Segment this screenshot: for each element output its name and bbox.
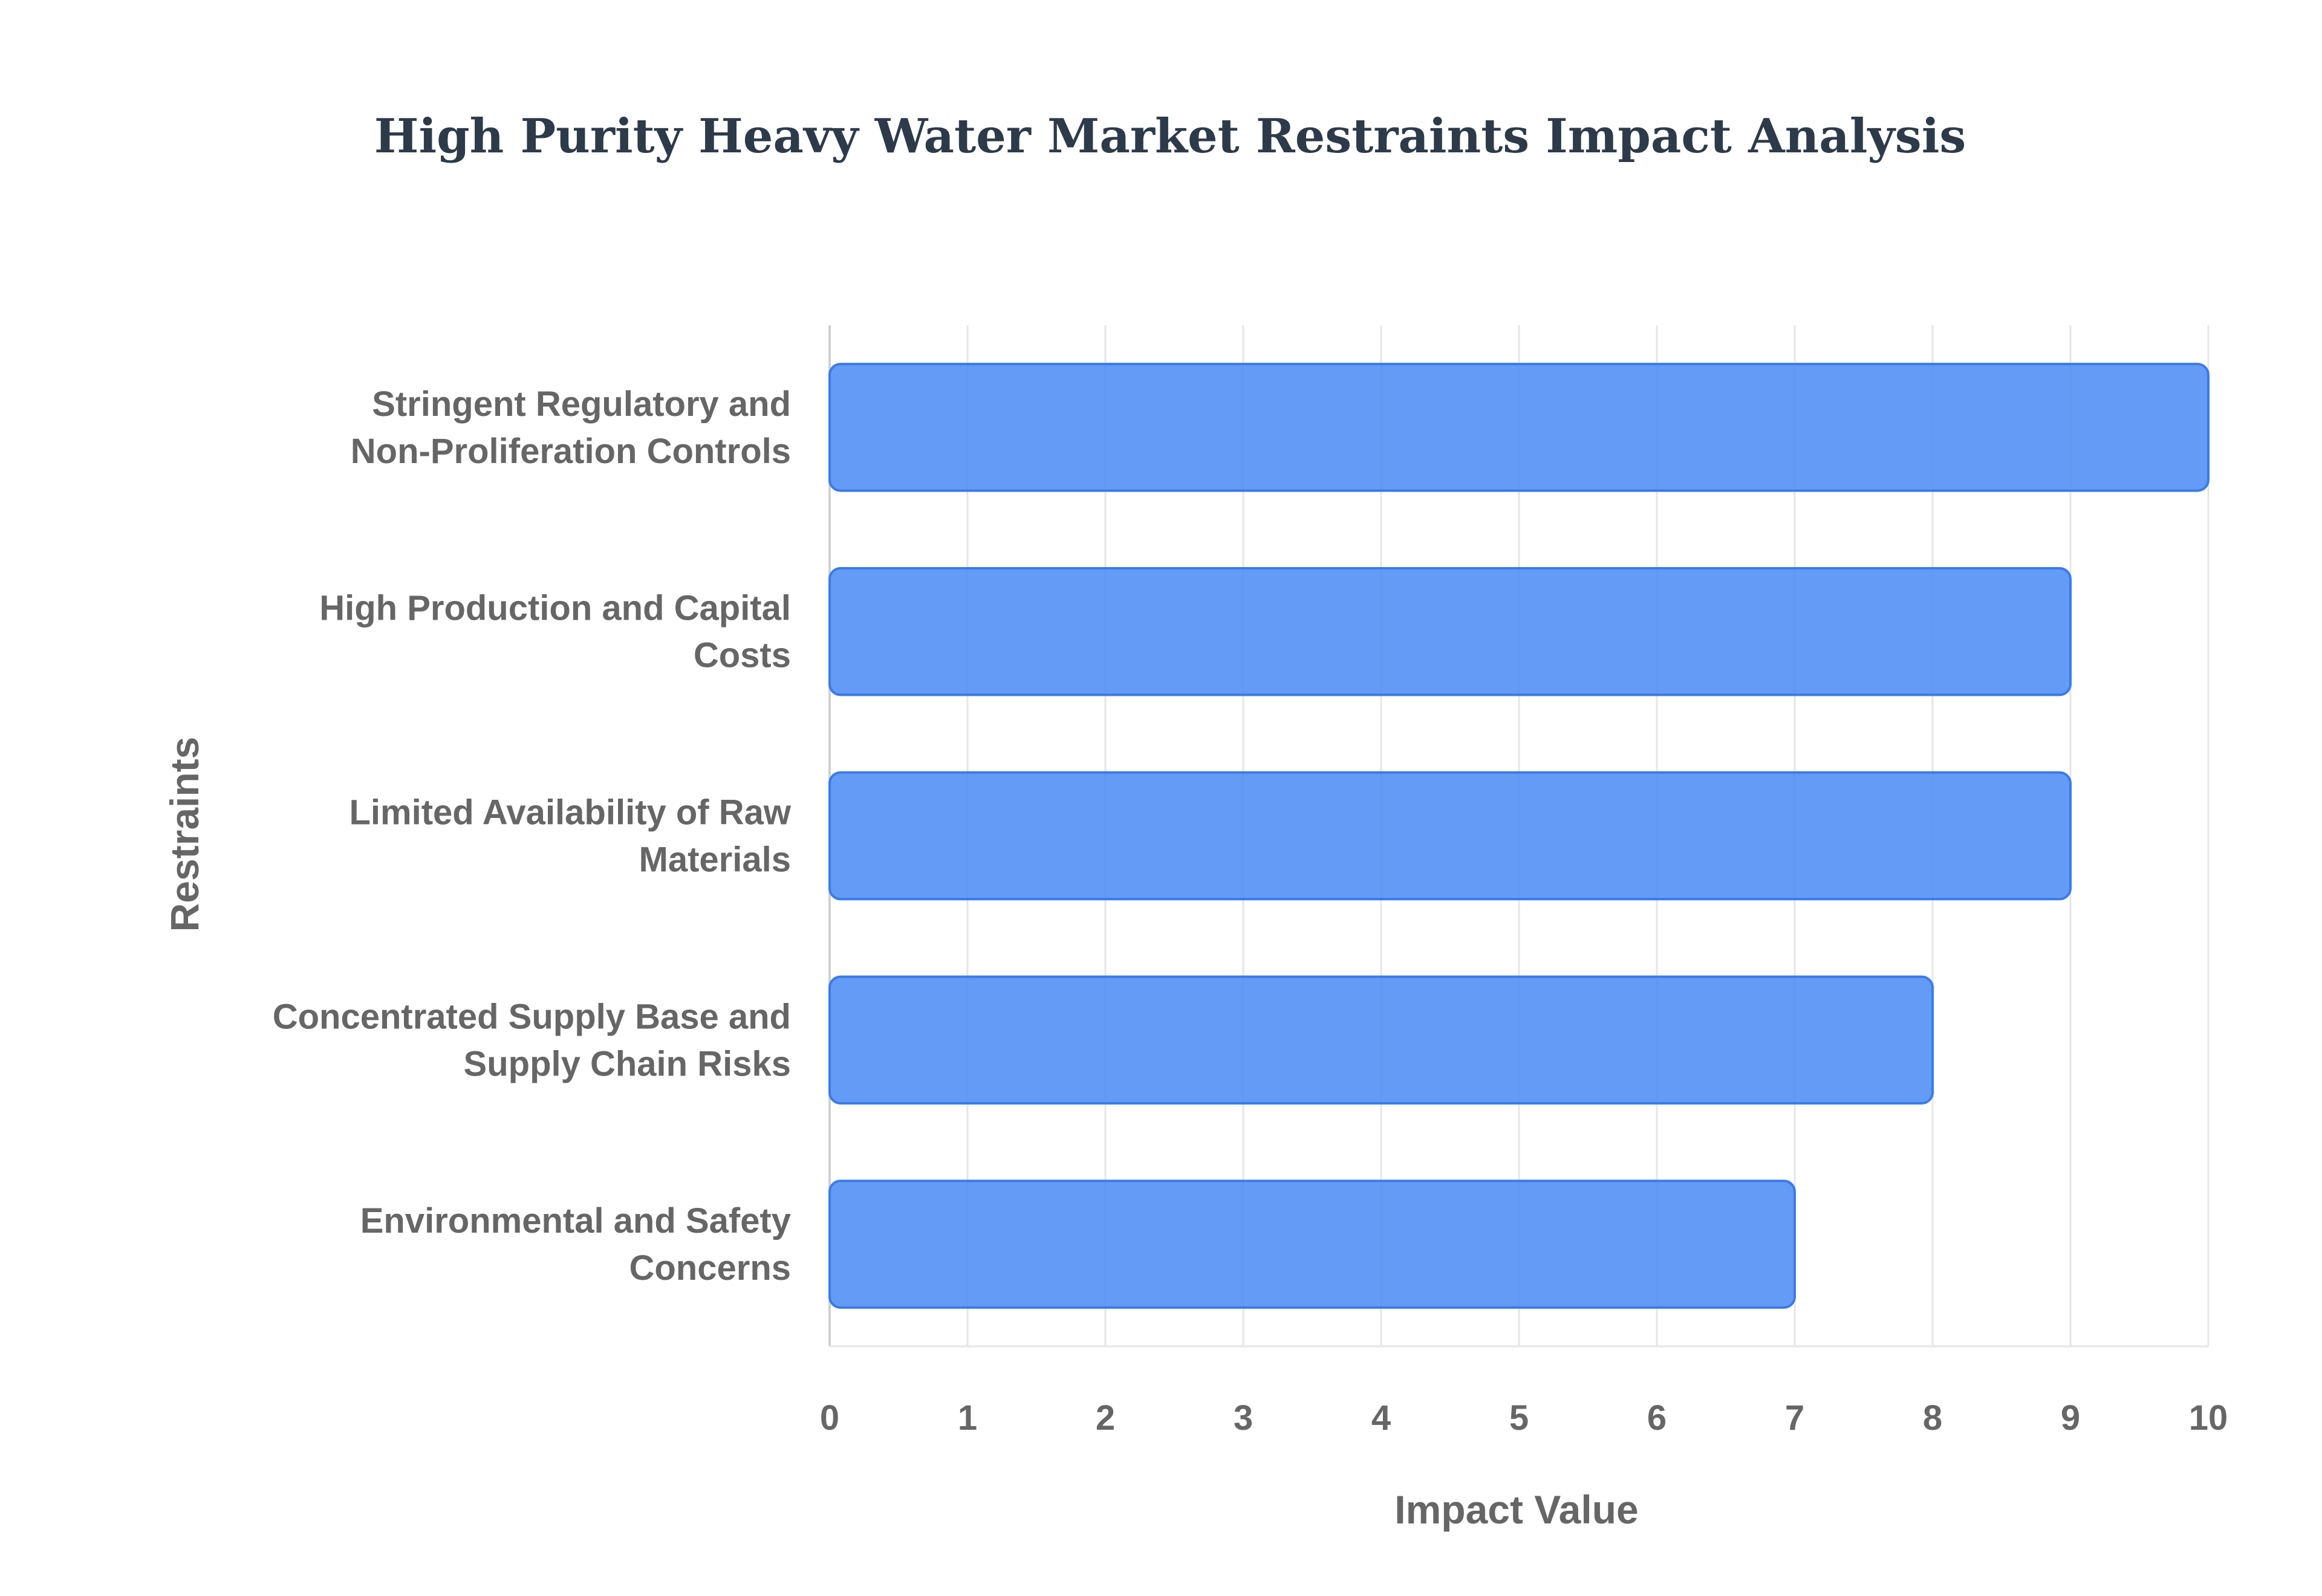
category-label-line: Costs [694, 636, 791, 675]
bar-4[interactable] [828, 975, 1934, 1105]
category-label-4: Concentrated Supply Base and Supply Chain… [273, 997, 791, 1083]
bar-2[interactable] [828, 566, 2072, 696]
x-tick-label-0: 0 [820, 1398, 839, 1438]
bars [828, 363, 2210, 1309]
category-labels: Stringent Regulatory and Non-Proliferatio… [273, 384, 792, 1288]
x-axis-title: Impact Value [1394, 1487, 1639, 1532]
bar-3[interactable] [828, 771, 2072, 901]
x-tick-label-1: 1 [958, 1398, 977, 1438]
category-label-line: Concentrated Supply Base and [273, 997, 791, 1036]
category-label-line: Stringent Regulatory and [372, 384, 791, 424]
category-label-line: Non-Proliferation Controls [351, 432, 791, 471]
x-tick-label-7: 7 [1785, 1398, 1804, 1438]
y-axis-title: Restraints [162, 737, 207, 932]
category-label-line: Environmental and Safety [360, 1201, 791, 1241]
x-tick-labels: 0 1 2 3 4 5 6 7 8 9 10 [820, 1398, 2228, 1438]
category-label-3: Limited Availability of Raw Materials [350, 793, 792, 880]
x-tick-label-5: 5 [1509, 1398, 1529, 1438]
category-label-1: Stringent Regulatory and Non-Proliferatio… [351, 384, 791, 471]
x-tick-label-9: 9 [2061, 1398, 2080, 1438]
x-tick-label-4: 4 [1371, 1398, 1391, 1438]
x-tick-label-6: 6 [1647, 1398, 1667, 1438]
category-label-line: Limited Availability of Raw [350, 793, 792, 832]
x-tick-label-3: 3 [1234, 1398, 1253, 1438]
x-tick-label-10: 10 [2189, 1398, 2228, 1438]
category-label-line: Supply Chain Risks [464, 1044, 791, 1083]
category-label-line: High Production and Capital [319, 589, 791, 628]
category-label-line: Materials [639, 840, 791, 880]
bar-5[interactable] [828, 1179, 1796, 1309]
bar-1[interactable] [828, 363, 2210, 492]
chart-title: High Purity Heavy Water Market Restraint… [374, 109, 1966, 164]
category-label-2: High Production and Capital Costs [319, 589, 791, 675]
x-tick-label-8: 8 [1923, 1398, 1942, 1438]
category-label-5: Environmental and Safety Concerns [360, 1201, 791, 1288]
x-tick-label-2: 2 [1096, 1398, 1115, 1438]
category-label-line: Concerns [629, 1248, 791, 1288]
